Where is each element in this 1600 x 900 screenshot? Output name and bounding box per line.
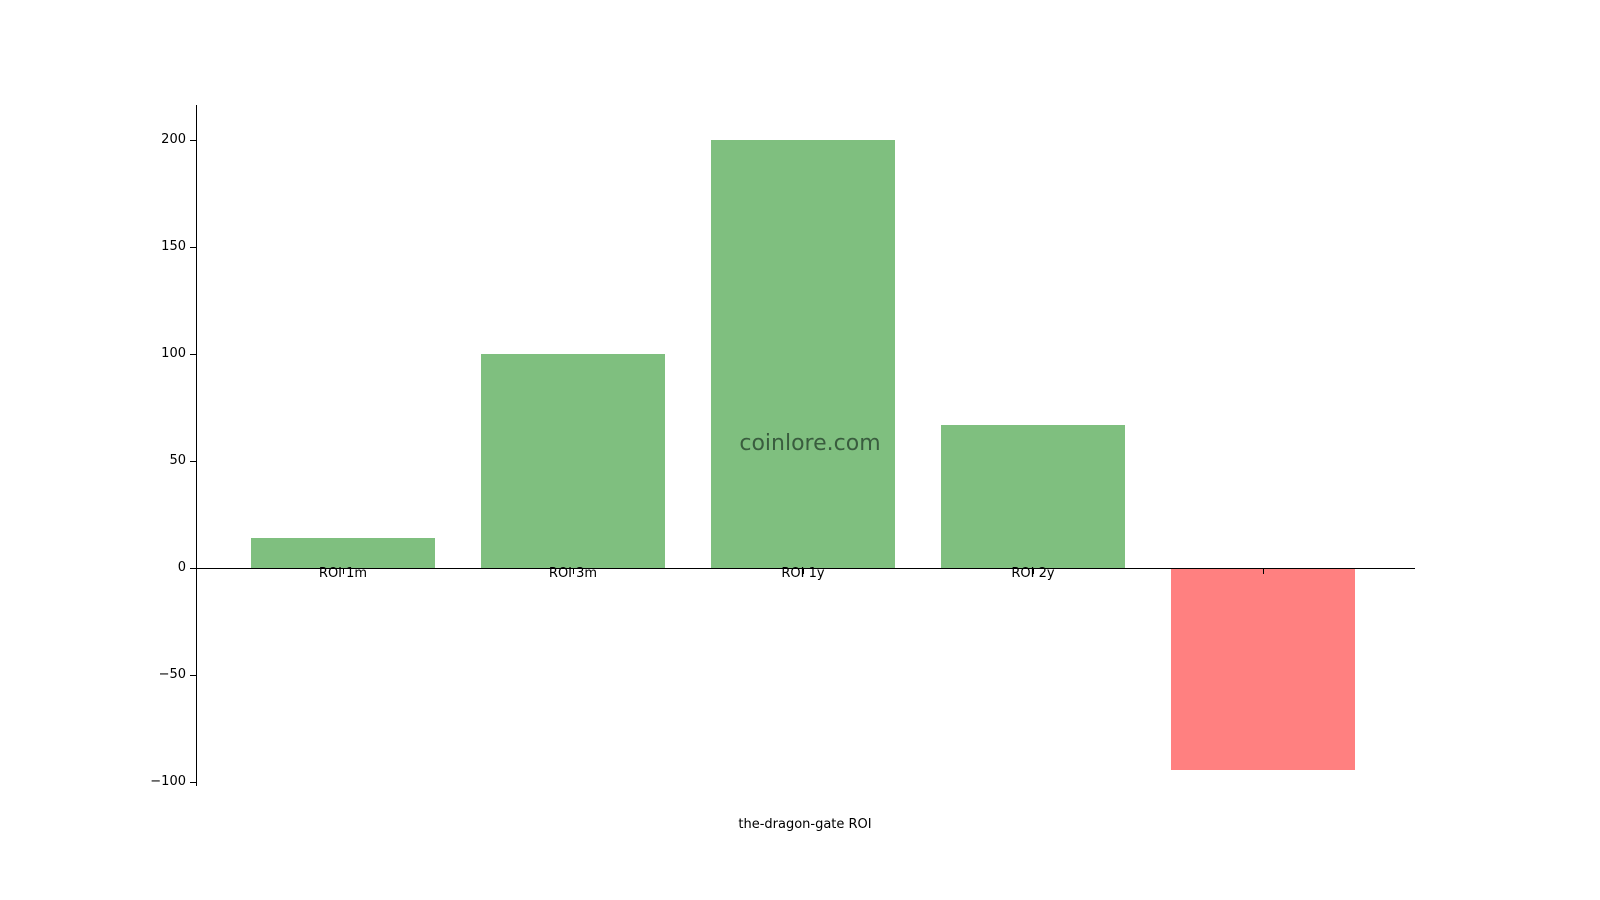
x-tick-mark bbox=[343, 569, 344, 574]
x-axis-line bbox=[196, 568, 1415, 569]
y-tick-mark bbox=[190, 568, 196, 569]
y-tick-label: 100 bbox=[161, 346, 186, 361]
y-tick-mark bbox=[190, 140, 196, 141]
x-tick-mark bbox=[1033, 569, 1034, 574]
bar bbox=[711, 140, 895, 568]
y-tick-label: 200 bbox=[161, 132, 186, 147]
watermark: coinlore.com bbox=[739, 431, 881, 456]
bar bbox=[251, 538, 435, 568]
x-tick-label: ROI 2y bbox=[1011, 566, 1055, 581]
x-tick-label: ROI 3m bbox=[548, 566, 598, 581]
x-tick-label: ROI 1y bbox=[781, 566, 825, 581]
x-tick-mark bbox=[573, 569, 574, 574]
y-tick-label: −100 bbox=[150, 774, 186, 789]
y-tick-mark bbox=[190, 675, 196, 676]
y-tick-mark bbox=[190, 247, 196, 248]
bar bbox=[1171, 569, 1355, 770]
y-tick-label: 50 bbox=[169, 453, 186, 468]
y-tick-mark bbox=[190, 354, 196, 355]
y-tick-label: 150 bbox=[161, 239, 186, 254]
y-tick-mark bbox=[190, 782, 196, 783]
y-axis-line bbox=[196, 105, 197, 786]
bar bbox=[941, 425, 1125, 568]
y-tick-mark bbox=[190, 461, 196, 462]
x-tick-mark bbox=[1263, 569, 1264, 574]
y-tick-label: −50 bbox=[158, 667, 186, 682]
bar bbox=[481, 354, 665, 568]
x-tick-mark bbox=[803, 569, 804, 574]
y-tick-label: 0 bbox=[177, 560, 186, 575]
chart-title: the-dragon-gate ROI bbox=[738, 817, 872, 832]
x-tick-label: ROI 1m bbox=[318, 566, 368, 581]
